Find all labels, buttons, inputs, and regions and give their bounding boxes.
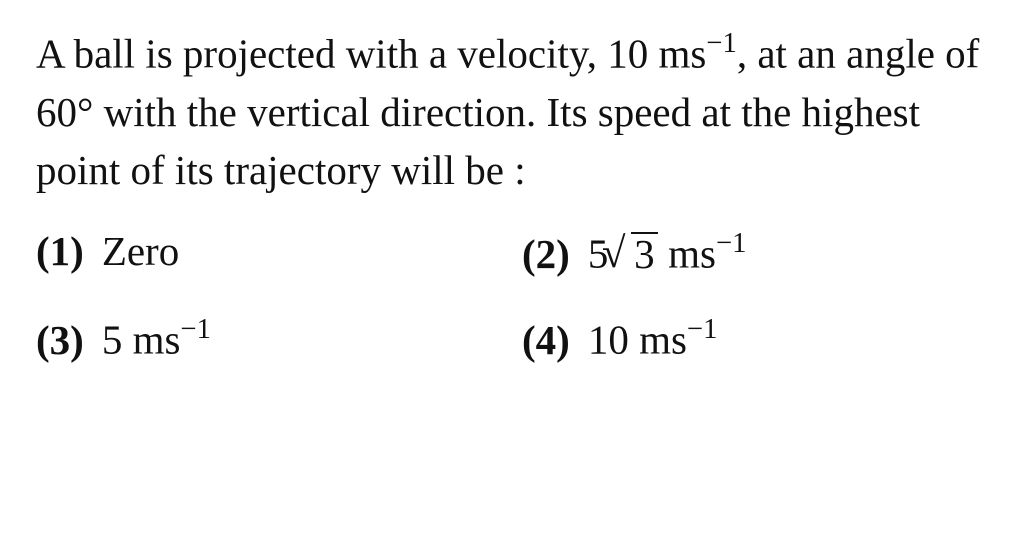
option-value: 5 ms−1 bbox=[102, 313, 211, 365]
option-value: 53 ms−1 bbox=[588, 227, 747, 279]
option-2[interactable]: (2) 53 ms−1 bbox=[522, 227, 988, 279]
option-4[interactable]: (4) 10 ms−1 bbox=[522, 313, 988, 365]
unit-base: ms bbox=[658, 231, 716, 277]
option-number: (3) bbox=[36, 316, 84, 365]
unit-exp: −1 bbox=[716, 227, 747, 259]
option-label: Zero bbox=[102, 227, 179, 276]
option-1[interactable]: (1) Zero bbox=[36, 227, 502, 279]
option-value: 10 ms−1 bbox=[588, 313, 718, 365]
question-text: A ball is projected with a velocity, 10 … bbox=[36, 24, 988, 199]
unit-base: ms bbox=[122, 317, 180, 363]
option-prefix: 5 bbox=[102, 317, 123, 363]
option-3[interactable]: (3) 5 ms−1 bbox=[36, 313, 502, 365]
unit-base: ms bbox=[629, 317, 687, 363]
option-number: (2) bbox=[522, 230, 570, 279]
sqrt-icon: 3 bbox=[608, 230, 658, 279]
unit-exp: −1 bbox=[180, 313, 211, 345]
radicand: 3 bbox=[631, 232, 658, 275]
question-pre: A ball is projected with a velocity, 10 … bbox=[36, 31, 706, 77]
options-grid: (1) Zero (2) 53 ms−1 (3) 5 ms−1 (4) 10 m… bbox=[36, 227, 988, 365]
option-prefix: 10 bbox=[588, 317, 629, 363]
physics-question-block: A ball is projected with a velocity, 10 … bbox=[0, 0, 1024, 389]
question-exp1: −1 bbox=[706, 27, 737, 59]
unit-exp: −1 bbox=[687, 313, 718, 345]
option-number: (1) bbox=[36, 227, 84, 276]
option-number: (4) bbox=[522, 316, 570, 365]
